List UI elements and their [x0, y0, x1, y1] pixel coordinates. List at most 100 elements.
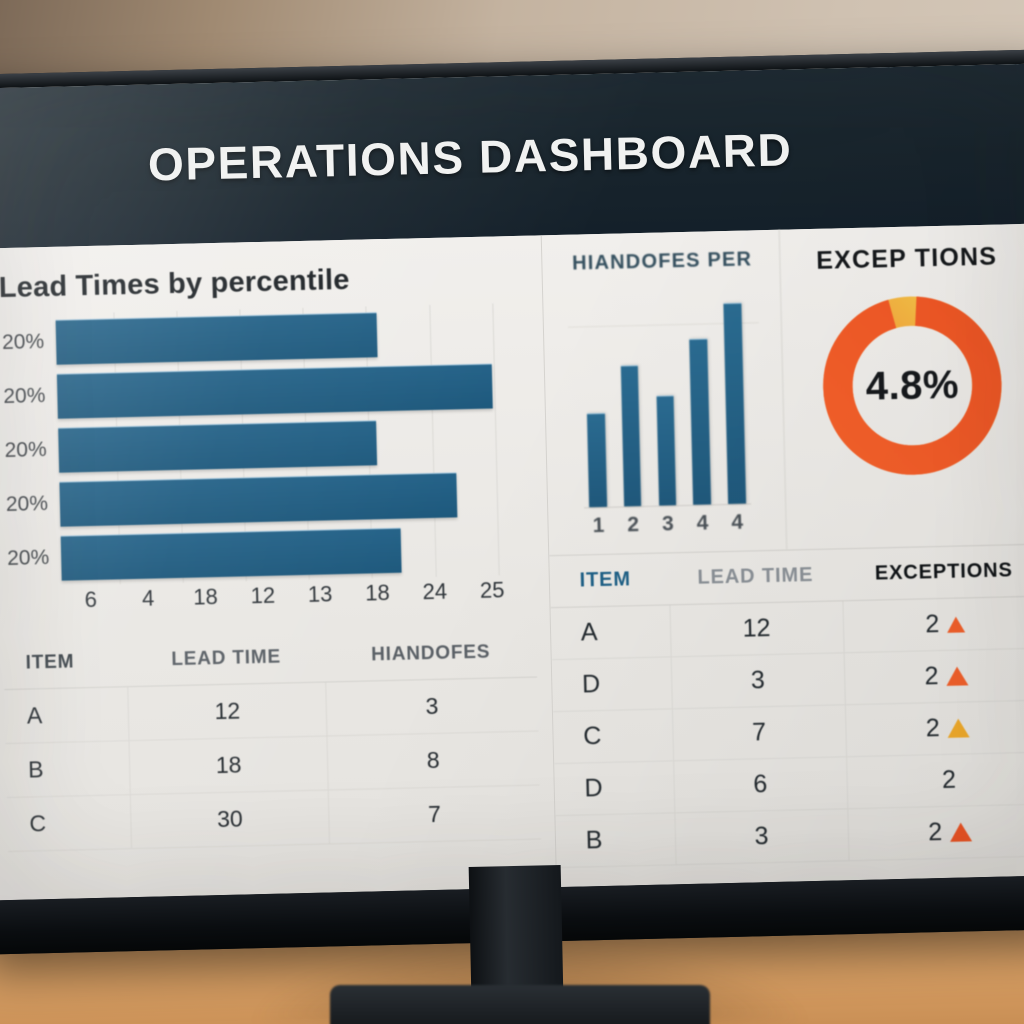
warning-triangle-icon: [946, 666, 969, 686]
exceptions-count: 2: [941, 765, 957, 795]
handoffs-bar-wrapper: [683, 298, 716, 505]
lead-time-bar-row: 20%: [0, 363, 530, 419]
screen: OPERATIONS DASHBOARD Lead Times by perce…: [0, 63, 1024, 901]
donut-svg: [823, 296, 1002, 475]
col-header-lead-time: LEAD TIME: [127, 633, 326, 687]
handoffs-x-tick-label: 2: [627, 513, 640, 537]
monitor-stand-neck: [468, 865, 564, 997]
bar-fill[interactable]: [60, 527, 402, 581]
x-axis-tick-label: 24: [422, 578, 448, 605]
warning-triangle-icon: [947, 615, 966, 633]
bar-category-label: 20%: [4, 438, 47, 463]
warning-triangle-icon: [949, 822, 973, 842]
exceptions-value-wrapper: 2: [849, 660, 1024, 694]
handoffs-x-tick-label: 3: [661, 512, 674, 536]
item-cell: A: [4, 686, 130, 744]
exceptions-card-title: EXCEP TIONS: [815, 242, 998, 275]
x-axis-tick-label: 25: [479, 577, 505, 603]
bar-track: [55, 309, 530, 365]
item-cell: D: [551, 656, 672, 712]
lead-time-bar-row: 20%: [0, 417, 532, 473]
handoffs-x-tick-label: 4: [696, 511, 709, 535]
dashboard-body: Lead Times by percentile 20% 20% 20% 20% 20%…: [0, 223, 1024, 901]
bar-fill[interactable]: [58, 420, 377, 473]
lead-time-cell: 12: [669, 600, 844, 657]
x-axis-tick-label: 12: [250, 582, 276, 609]
item-cell: D: [553, 760, 675, 816]
lead-time-cell: 6: [673, 756, 848, 813]
table-row[interactable]: C 30 7: [6, 785, 541, 852]
lead-times-bar-chart[interactable]: 20% 20% 20% 20% 20% 6 4 18 12 13 18 24 25: [0, 303, 535, 615]
lead-time-cell: 7: [671, 704, 847, 761]
exceptions-value-wrapper: 2: [851, 764, 1024, 798]
handoffs-bar[interactable]: [723, 302, 746, 504]
item-cell: C: [6, 794, 133, 852]
handoffs-cell: 3: [325, 677, 539, 737]
col-header-lead-time: LEAD TIME: [668, 549, 843, 605]
lead-time-bar-row: 20%: [3, 525, 535, 581]
handoffs-bar-chart[interactable]: [579, 297, 752, 509]
lead-time-cell: 12: [128, 682, 327, 741]
lead-time-cell: 3: [674, 808, 849, 865]
bar-fill[interactable]: [59, 472, 458, 527]
exceptions-donut-chart[interactable]: 4.8%: [812, 285, 1013, 486]
page-title: OPERATIONS DASHBOARD: [147, 123, 793, 191]
warning-triangle-icon: [947, 718, 970, 738]
bar-fill[interactable]: [56, 363, 493, 419]
exceptions-value-wrapper: 2: [852, 816, 1024, 850]
lead-time-cell: 18: [129, 736, 328, 795]
item-cell: B: [5, 740, 131, 798]
col-header-exceptions: EXCEPTIONS: [841, 544, 1024, 601]
handoffs-bar-wrapper: [648, 299, 681, 506]
x-axis-tick-label: 18: [364, 579, 391, 606]
exceptions-center-value: 4.8%: [865, 362, 960, 409]
x-axis-tick-label: 6: [84, 586, 98, 613]
handoffs-x-tick-label: 4: [731, 510, 744, 534]
bar-category-label: 20%: [3, 384, 46, 409]
exceptions-cell: 2: [842, 596, 1024, 653]
chart-bars: 20% 20% 20% 20% 20%: [0, 303, 534, 587]
col-header-item: ITEM: [3, 638, 129, 690]
col-header-handoffs: HIANDOFES: [324, 628, 537, 683]
right-summary-table[interactable]: ITEM LEAD TIME EXCEPTIONS A 12 2 D 3 2 C 7 2 D 6 2 B…: [549, 544, 1024, 869]
exceptions-count: 2: [925, 714, 941, 743]
bar-category-label: 20%: [6, 545, 50, 570]
bar-category-label: 20%: [5, 492, 49, 516]
handoffs-bar[interactable]: [689, 338, 711, 505]
bar-category-label: 20%: [1, 330, 45, 355]
lead-time-cell: 30: [130, 789, 330, 849]
exceptions-cell: 2: [847, 803, 1024, 861]
handoffs-bar[interactable]: [656, 395, 677, 506]
x-axis-tick-label: 4: [141, 585, 155, 611]
handoffs-bar[interactable]: [620, 364, 642, 507]
handoffs-bar-wrapper: [579, 301, 612, 508]
exceptions-card[interactable]: EXCEP TIONS: [780, 224, 1024, 550]
handoffs-x-tick-label: 1: [592, 513, 605, 538]
monitor: OPERATIONS DASHBOARD Lead Times by perce…: [0, 49, 1024, 955]
exceptions-cell: 2: [844, 699, 1024, 757]
x-axis-tick-label: 13: [307, 581, 333, 607]
dashboard-header: OPERATIONS DASHBOARD: [0, 63, 1024, 249]
lead-times-chart-title: Lead Times by percentile: [0, 263, 350, 305]
bar-fill[interactable]: [55, 312, 379, 365]
bar-track: [59, 471, 533, 527]
handoffs-cell: 7: [327, 785, 541, 844]
handoffs-bar-wrapper: [718, 297, 751, 504]
item-cell: C: [552, 708, 674, 764]
left-summary-table[interactable]: ITEM LEAD TIME HIANDOFES A 12 3 B 18 8 C 30 7: [3, 628, 541, 852]
handoffs-bar[interactable]: [587, 413, 607, 508]
bar-track: [60, 525, 535, 581]
right-table-wrapper: ITEM LEAD TIME EXCEPTIONS A 12 2 D 3 2 C 7 2 D 6 2 B…: [548, 543, 1024, 869]
handoffs-cell: 8: [326, 731, 540, 790]
exceptions-value-wrapper: 2: [847, 608, 1024, 642]
item-cell: B: [555, 812, 676, 868]
x-axis-tick-label: 18: [192, 584, 219, 610]
exceptions-value-wrapper: 2: [850, 712, 1024, 746]
monitor-stand-base: [330, 985, 710, 1024]
exceptions-count: 2: [927, 818, 943, 847]
